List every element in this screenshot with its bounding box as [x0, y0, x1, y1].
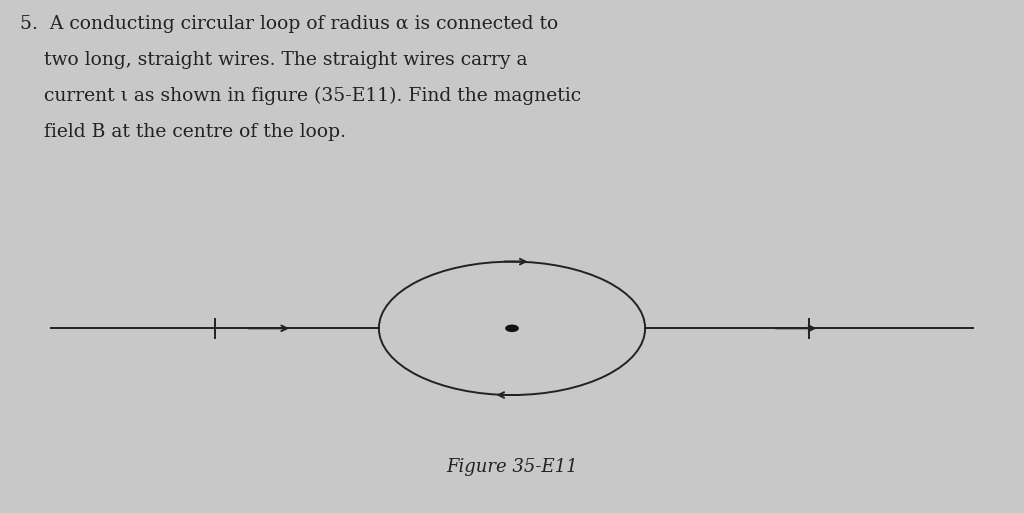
- Text: two long, straight wires. The straight wires carry a: two long, straight wires. The straight w…: [20, 51, 528, 69]
- Text: current ι as shown in figure (35-E11). Find the magnetic: current ι as shown in figure (35-E11). F…: [20, 87, 582, 106]
- Text: 5.  A conducting circular loop of radius α is connected to: 5. A conducting circular loop of radius …: [20, 15, 559, 33]
- Text: Figure 35-E11: Figure 35-E11: [446, 458, 578, 476]
- Circle shape: [506, 325, 518, 331]
- Text: field B at the centre of the loop.: field B at the centre of the loop.: [20, 123, 346, 141]
